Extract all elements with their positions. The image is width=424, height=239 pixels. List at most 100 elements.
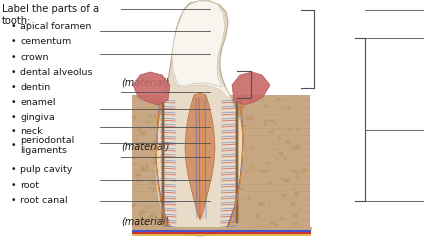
- Polygon shape: [155, 1, 244, 236]
- Ellipse shape: [237, 143, 242, 147]
- Text: root canal: root canal: [20, 196, 68, 205]
- Ellipse shape: [292, 211, 295, 213]
- Text: (material): (material): [121, 142, 169, 152]
- Ellipse shape: [153, 98, 159, 102]
- Ellipse shape: [246, 118, 249, 120]
- Polygon shape: [172, 1, 232, 100]
- Polygon shape: [232, 72, 270, 105]
- Ellipse shape: [210, 200, 213, 203]
- Ellipse shape: [232, 101, 237, 103]
- Ellipse shape: [264, 105, 268, 107]
- Ellipse shape: [139, 209, 146, 214]
- Ellipse shape: [176, 183, 179, 186]
- Ellipse shape: [232, 195, 236, 197]
- Ellipse shape: [152, 156, 155, 159]
- Ellipse shape: [148, 215, 153, 219]
- Ellipse shape: [268, 119, 274, 123]
- Ellipse shape: [230, 104, 237, 109]
- Ellipse shape: [192, 133, 198, 137]
- Text: •: •: [11, 83, 16, 92]
- Ellipse shape: [269, 221, 276, 225]
- Ellipse shape: [181, 138, 186, 142]
- Ellipse shape: [278, 137, 281, 140]
- Ellipse shape: [277, 128, 281, 130]
- Ellipse shape: [161, 141, 167, 144]
- Ellipse shape: [294, 213, 298, 217]
- Ellipse shape: [134, 218, 138, 223]
- Ellipse shape: [179, 120, 183, 123]
- Ellipse shape: [222, 152, 224, 154]
- Ellipse shape: [191, 174, 195, 177]
- Ellipse shape: [237, 227, 240, 230]
- Text: (material): (material): [121, 216, 169, 226]
- Ellipse shape: [198, 180, 202, 184]
- Ellipse shape: [134, 223, 140, 227]
- Ellipse shape: [247, 196, 250, 200]
- Ellipse shape: [290, 202, 296, 206]
- Text: dental alveolus: dental alveolus: [20, 68, 93, 77]
- Ellipse shape: [225, 190, 230, 193]
- Ellipse shape: [238, 108, 240, 112]
- Ellipse shape: [145, 164, 149, 169]
- Ellipse shape: [235, 188, 237, 193]
- Ellipse shape: [275, 98, 282, 100]
- Ellipse shape: [223, 102, 226, 104]
- Ellipse shape: [199, 178, 204, 179]
- Ellipse shape: [296, 128, 301, 131]
- Ellipse shape: [169, 151, 175, 156]
- Ellipse shape: [268, 161, 270, 164]
- Ellipse shape: [184, 138, 189, 141]
- Text: neck: neck: [20, 127, 43, 136]
- Ellipse shape: [198, 177, 204, 182]
- Ellipse shape: [268, 131, 272, 133]
- Ellipse shape: [149, 115, 152, 118]
- Ellipse shape: [137, 128, 142, 132]
- Ellipse shape: [284, 140, 288, 142]
- Ellipse shape: [202, 118, 205, 120]
- Text: enamel: enamel: [20, 98, 56, 107]
- Ellipse shape: [223, 119, 231, 123]
- Text: cementum: cementum: [20, 37, 72, 46]
- Text: •: •: [11, 68, 16, 77]
- Ellipse shape: [164, 132, 167, 136]
- Ellipse shape: [251, 166, 255, 170]
- Text: •: •: [11, 165, 16, 174]
- Ellipse shape: [285, 157, 287, 161]
- Text: •: •: [11, 98, 16, 107]
- Polygon shape: [185, 93, 215, 220]
- Ellipse shape: [142, 168, 149, 172]
- Ellipse shape: [181, 174, 183, 176]
- Text: root: root: [20, 181, 39, 190]
- Ellipse shape: [231, 160, 234, 164]
- Ellipse shape: [151, 181, 156, 185]
- Text: •: •: [11, 127, 16, 136]
- Ellipse shape: [292, 213, 297, 218]
- Ellipse shape: [253, 124, 255, 125]
- Ellipse shape: [270, 215, 273, 217]
- Ellipse shape: [138, 213, 143, 218]
- Ellipse shape: [284, 179, 290, 182]
- Ellipse shape: [225, 170, 231, 173]
- Ellipse shape: [223, 126, 225, 131]
- Text: apical foramen: apical foramen: [20, 22, 92, 31]
- Ellipse shape: [292, 188, 296, 190]
- Ellipse shape: [241, 127, 243, 129]
- Ellipse shape: [179, 99, 184, 103]
- Ellipse shape: [248, 147, 255, 149]
- Ellipse shape: [140, 131, 147, 135]
- Ellipse shape: [287, 127, 291, 131]
- Ellipse shape: [186, 194, 192, 198]
- Text: periodontal
ligaments: periodontal ligaments: [20, 136, 75, 156]
- Ellipse shape: [294, 171, 299, 174]
- Text: •: •: [11, 113, 16, 122]
- Ellipse shape: [179, 143, 184, 147]
- Ellipse shape: [174, 185, 180, 189]
- Ellipse shape: [150, 140, 157, 142]
- Ellipse shape: [131, 116, 136, 120]
- Ellipse shape: [139, 165, 144, 169]
- Ellipse shape: [287, 106, 290, 111]
- Ellipse shape: [275, 123, 278, 125]
- Ellipse shape: [272, 129, 275, 132]
- Ellipse shape: [134, 173, 141, 176]
- Ellipse shape: [195, 198, 199, 202]
